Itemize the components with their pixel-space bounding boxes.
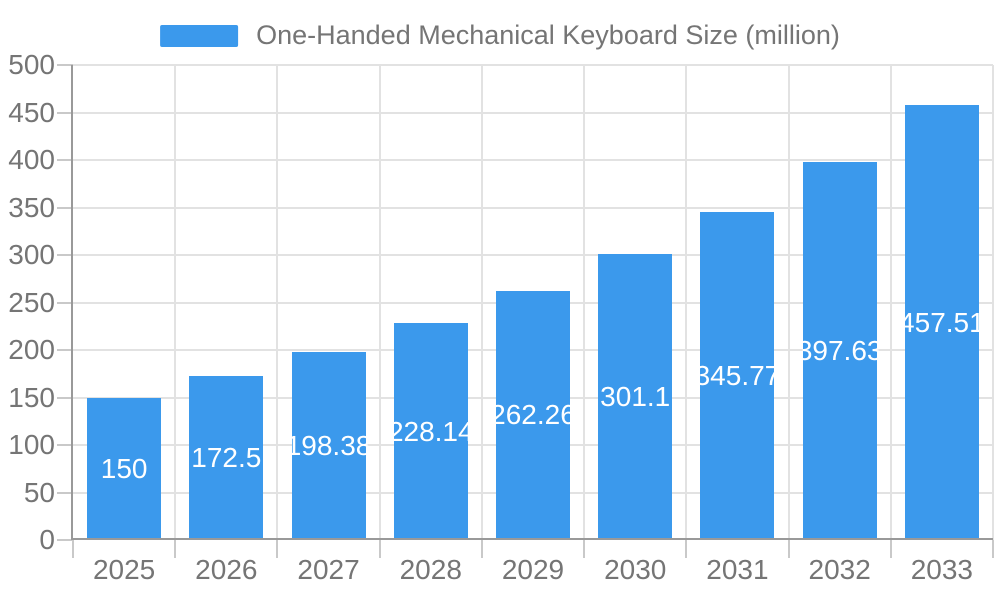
bar-value-label: 262.26 <box>490 399 576 431</box>
y-axis-label: 350 <box>8 191 55 223</box>
y-axis-tick <box>57 64 73 66</box>
x-axis-label: 2029 <box>501 554 565 585</box>
x-axis-label: 2033 <box>910 554 974 585</box>
gridline-horizontal <box>73 111 993 114</box>
gridline-horizontal <box>73 159 993 161</box>
bar-value-label: 198.38 <box>285 429 372 461</box>
y-axis-tick <box>57 396 73 399</box>
bar <box>189 376 264 540</box>
y-axis-tick <box>57 444 73 446</box>
y-axis-tick <box>57 349 73 351</box>
bar-value-label: 150 <box>100 452 148 484</box>
y-axis-label: 250 <box>8 286 55 318</box>
gridline-vertical <box>378 65 381 540</box>
y-axis-label: 100 <box>8 429 55 460</box>
y-axis-label: 50 <box>23 476 55 508</box>
bar <box>291 351 366 540</box>
bar <box>904 105 979 540</box>
legend-swatch <box>160 24 239 47</box>
y-axis-label: 400 <box>8 144 55 175</box>
bar-value-label: 172.5 <box>191 442 262 474</box>
bar <box>802 162 877 540</box>
x-axis-label: 2026 <box>195 554 258 585</box>
bar-value-label: 301.1 <box>600 380 671 412</box>
x-axis-label: 2025 <box>92 554 156 585</box>
x-axis-label: 2032 <box>808 554 871 585</box>
bar <box>496 290 570 540</box>
bar <box>393 323 468 540</box>
y-axis-label: 0 <box>39 524 55 555</box>
gridline-horizontal <box>73 64 993 66</box>
bar <box>700 211 775 540</box>
x-axis-label: 2030 <box>604 554 667 585</box>
y-axis-label: 150 <box>8 381 55 413</box>
x-axis-label: 2028 <box>399 554 462 585</box>
legend[interactable]: One-Handed Mechanical Keyboard Size (mil… <box>160 20 840 51</box>
y-axis-tick <box>57 159 73 161</box>
legend-label: One-Handed Mechanical Keyboard Size (mil… <box>256 20 840 50</box>
y-axis-tick <box>57 491 73 494</box>
y-axis-label: 450 <box>8 96 55 128</box>
gridline-vertical <box>992 65 994 540</box>
x-axis-label: 2027 <box>297 554 360 585</box>
y-axis-tick <box>57 254 73 256</box>
y-axis-label: 300 <box>8 239 55 270</box>
gridline-vertical <box>685 65 688 540</box>
bar-value-label: 457.51 <box>899 306 985 338</box>
bar-value-label: 228.14 <box>387 415 474 447</box>
bar <box>598 253 673 540</box>
y-axis-tick <box>57 539 73 541</box>
y-axis-tick <box>57 206 73 209</box>
bar <box>87 397 162 540</box>
y-axis-tick <box>57 301 73 304</box>
bar-value-label: 397.63 <box>796 335 883 367</box>
gridline-vertical <box>787 65 790 540</box>
gridline-vertical <box>583 65 586 540</box>
x-axis-label: 2031 <box>706 554 769 585</box>
bar-value-label: 345.77 <box>694 359 781 391</box>
y-axis-label: 500 <box>8 49 55 80</box>
gridline-vertical <box>480 65 483 540</box>
y-axis-tick <box>57 111 73 114</box>
gridline-vertical <box>889 65 892 540</box>
y-axis-label: 200 <box>8 334 55 365</box>
